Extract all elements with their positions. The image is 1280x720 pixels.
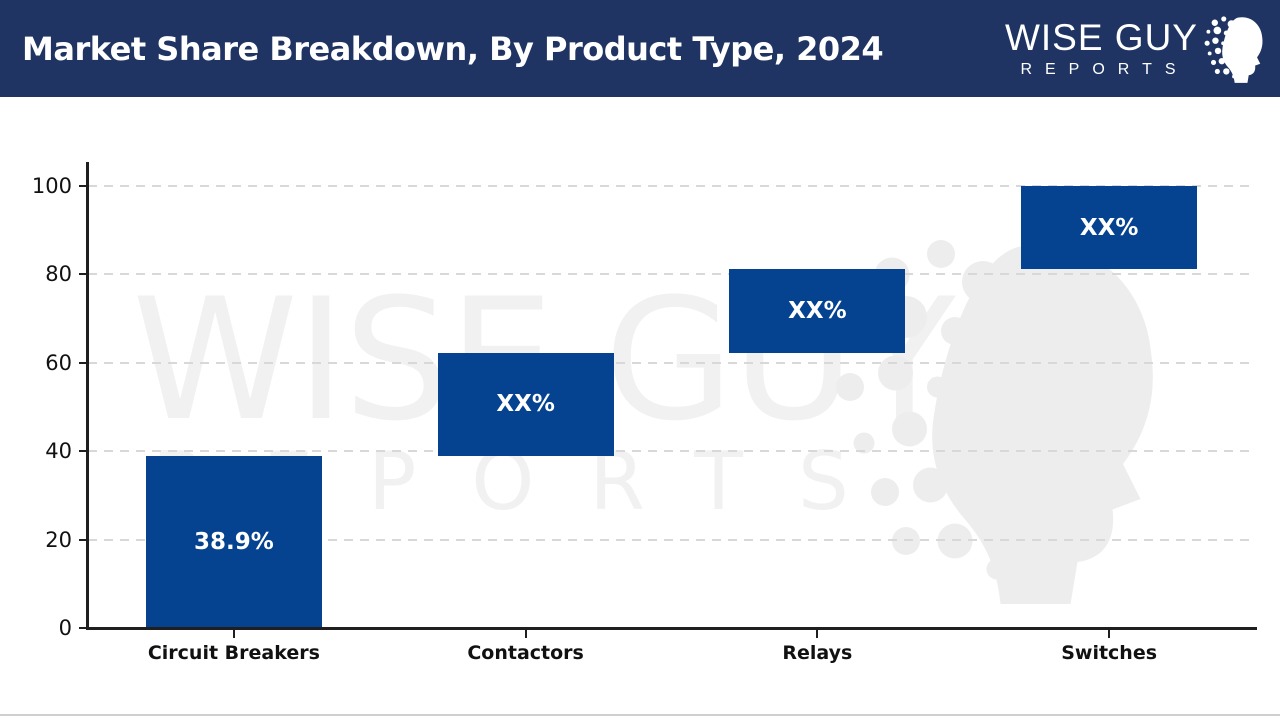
- bar-contactors: XX%: [437, 352, 614, 457]
- y-tick-label-20: 20: [45, 527, 72, 552]
- y-axis: [86, 162, 89, 630]
- bar-value-label: 38.9%: [193, 529, 274, 556]
- gridline-y20: [88, 538, 1255, 541]
- y-tickmark-60: [79, 361, 88, 364]
- y-tickmark-20: [79, 538, 88, 541]
- x-category-label: Relays: [782, 642, 853, 664]
- gridline-y80: [88, 273, 1255, 276]
- x-category-label: Contactors: [467, 642, 584, 664]
- bar-relays: XX%: [729, 269, 906, 353]
- x-axis: [86, 627, 1257, 630]
- x-tickmark-1: [524, 630, 527, 638]
- wise-guy-reports-logo: WISE GUY REPORTS: [1005, 12, 1266, 86]
- plot-area: 0 20 40 60 80 100 38.9% Circuit Breakers XX% Cont…: [0, 97, 1280, 720]
- header-band: Market Share Breakdown, By Product Type,…: [0, 0, 1280, 97]
- logo-face-icon: [1204, 15, 1263, 83]
- y-tickmark-0: [79, 627, 88, 629]
- logo-wordmark-sub: REPORTS: [1020, 61, 1189, 78]
- gridline-y40: [88, 450, 1255, 453]
- y-tickmark-100: [79, 185, 88, 187]
- x-tickmark-3: [1108, 630, 1111, 638]
- y-tick-label-0: 0: [58, 616, 72, 640]
- bottom-divider: [0, 714, 1280, 716]
- y-tickmark-80: [79, 273, 88, 276]
- bar-value-label: XX%: [788, 297, 847, 324]
- logo-wordmark: WISE GUY REPORTS: [1005, 19, 1198, 78]
- y-tick-label-100: 100: [31, 174, 72, 198]
- gridline-y100: [88, 185, 1255, 187]
- y-tick-label-60: 60: [45, 350, 72, 375]
- x-tickmark-2: [816, 630, 819, 638]
- page-title: Market Share Breakdown, By Product Type,…: [22, 29, 884, 68]
- bar-switches: XX%: [1021, 186, 1198, 270]
- x-category-label: Switches: [1061, 642, 1158, 664]
- y-tickmark-40: [79, 450, 88, 453]
- y-tick-label-40: 40: [45, 439, 72, 464]
- gridline-y60: [88, 361, 1255, 364]
- logo-wordmark-main: WISE GUY: [1004, 17, 1198, 58]
- bar-value-label: XX%: [1079, 214, 1139, 241]
- bar-value-label: XX%: [496, 391, 555, 418]
- y-tick-label-80: 80: [45, 262, 72, 287]
- bar-circuit-breakers: 38.9%: [145, 456, 322, 628]
- x-tickmark-0: [232, 630, 235, 638]
- x-category-label: Circuit Breakers: [147, 642, 320, 664]
